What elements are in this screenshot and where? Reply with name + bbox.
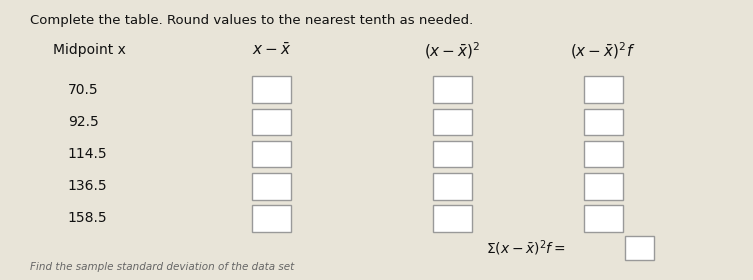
FancyBboxPatch shape [584, 109, 623, 135]
FancyBboxPatch shape [584, 76, 623, 103]
Text: 70.5: 70.5 [68, 83, 99, 97]
FancyBboxPatch shape [625, 236, 654, 260]
Text: 114.5: 114.5 [68, 147, 108, 161]
FancyBboxPatch shape [433, 173, 472, 199]
Text: $x-\bar{x}$: $x-\bar{x}$ [252, 42, 291, 59]
FancyBboxPatch shape [584, 205, 623, 232]
FancyBboxPatch shape [433, 141, 472, 167]
FancyBboxPatch shape [252, 205, 291, 232]
Text: $\Sigma(x-\bar{x})^{2}f=$: $\Sigma(x-\bar{x})^{2}f=$ [486, 238, 566, 258]
FancyBboxPatch shape [252, 76, 291, 103]
FancyBboxPatch shape [584, 141, 623, 167]
Text: Complete the table. Round values to the nearest tenth as needed.: Complete the table. Round values to the … [30, 14, 474, 27]
FancyBboxPatch shape [433, 109, 472, 135]
Text: 136.5: 136.5 [68, 179, 108, 193]
FancyBboxPatch shape [252, 173, 291, 199]
FancyBboxPatch shape [252, 109, 291, 135]
FancyBboxPatch shape [433, 205, 472, 232]
Text: 92.5: 92.5 [68, 115, 99, 129]
Text: Find the sample standard deviation of the data set: Find the sample standard deviation of th… [30, 262, 294, 272]
Text: $(x-\bar{x})^{2}$: $(x-\bar{x})^{2}$ [424, 40, 481, 61]
Text: $(x-\bar{x})^{2}f$: $(x-\bar{x})^{2}f$ [571, 40, 636, 61]
Text: Midpoint x: Midpoint x [53, 43, 126, 57]
FancyBboxPatch shape [433, 76, 472, 103]
FancyBboxPatch shape [584, 173, 623, 199]
FancyBboxPatch shape [252, 141, 291, 167]
Text: 158.5: 158.5 [68, 211, 108, 225]
